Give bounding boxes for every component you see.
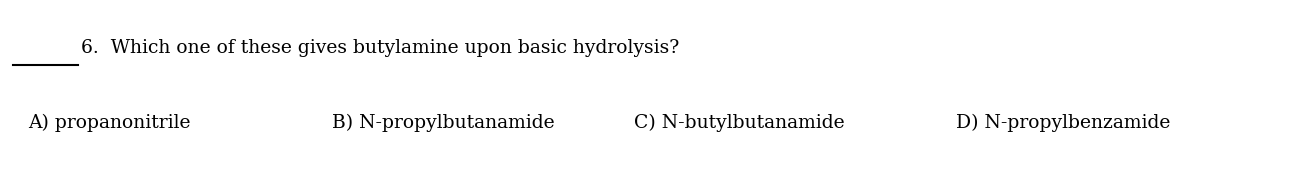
Text: B) N-propylbutanamide: B) N-propylbutanamide [332, 113, 554, 132]
Text: 6.  Which one of these gives butylamine upon basic hydrolysis?: 6. Which one of these gives butylamine u… [81, 39, 679, 57]
Text: A) propanonitrile: A) propanonitrile [29, 113, 191, 132]
Text: C) N-butylbutanamide: C) N-butylbutanamide [634, 113, 845, 132]
Text: D) N-propylbenzamide: D) N-propylbenzamide [956, 113, 1170, 132]
